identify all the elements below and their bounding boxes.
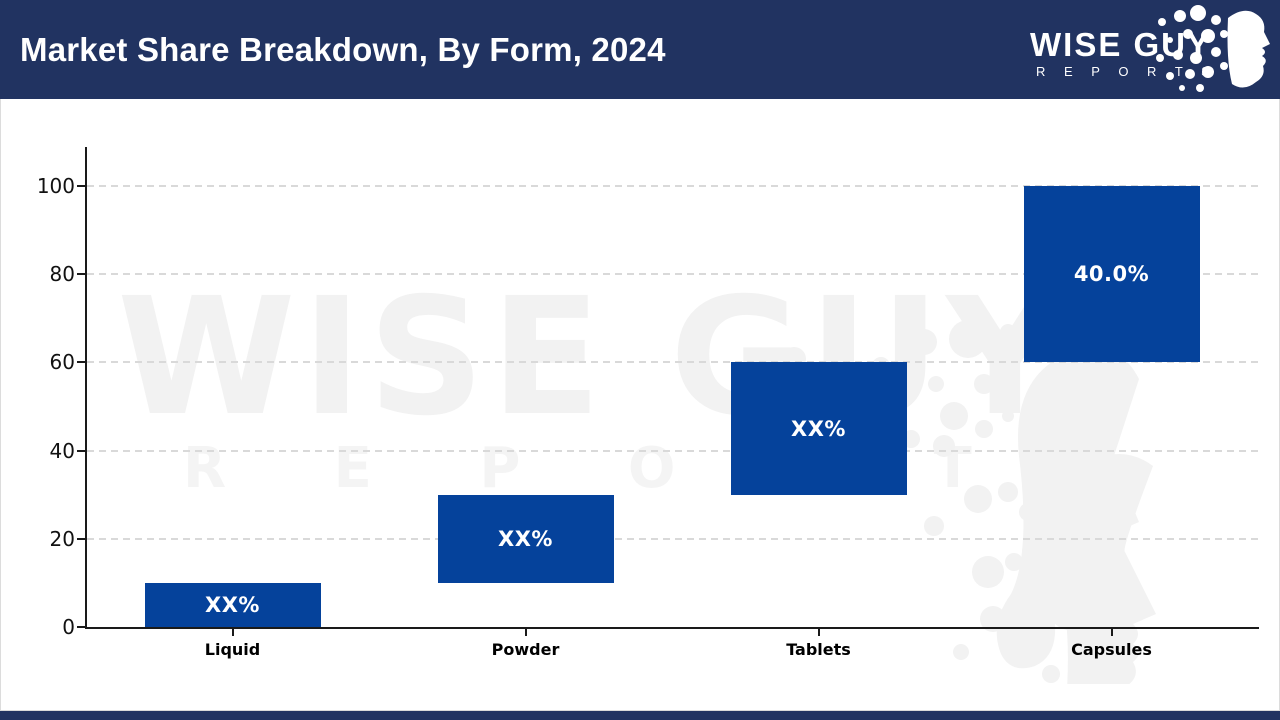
bar-powder: XX% — [437, 494, 614, 583]
x-axis-category-label: Tablets — [786, 640, 851, 659]
x-axis-category-label: Powder — [491, 640, 560, 659]
footer-bar — [0, 710, 1280, 720]
y-axis-tick-label: 40 — [49, 438, 75, 463]
y-axis-tick-label: 20 — [49, 526, 75, 551]
y-axis-tick-mark — [77, 626, 86, 628]
gridline-y100 — [87, 185, 1258, 187]
x-axis-tick-mark — [524, 629, 527, 636]
y-axis-tick-mark — [77, 361, 86, 364]
bar-liquid: XX% — [144, 582, 321, 627]
y-axis-tick-label: 60 — [49, 350, 75, 375]
bar-capsules: 40.0% — [1023, 186, 1200, 363]
gridline-y20 — [87, 537, 1258, 540]
y-axis-tick-label: 100 — [36, 174, 75, 198]
x-axis-line — [85, 627, 1259, 629]
x-axis-category-label: Capsules — [1071, 640, 1152, 659]
bar-value-label: 40.0% — [1073, 262, 1150, 287]
y-axis-line — [85, 147, 87, 629]
x-axis-tick-mark — [1110, 629, 1113, 636]
y-axis-tick-mark — [77, 185, 86, 187]
x-axis-tick-mark — [231, 629, 234, 636]
bar-value-label: XX% — [791, 416, 846, 441]
bar-tablets: XX% — [730, 362, 907, 495]
x-axis-tick-mark — [817, 629, 820, 636]
y-axis-tick-mark — [77, 449, 86, 452]
y-axis-tick-mark — [77, 537, 86, 540]
header-bar: Market Share Breakdown, By Form, 2024 WI… — [0, 0, 1280, 99]
chart-plot-area: WISE GUY R E P O R T S 0 20 40 60 80 100 XX% Li… — [0, 99, 1280, 710]
page-title: Market Share Breakdown, By Form, 2024 — [20, 30, 666, 68]
logo-head-dots-icon — [1156, 5, 1270, 92]
bar-value-label: XX% — [205, 592, 260, 617]
y-axis-tick-mark — [77, 273, 86, 276]
bar-value-label: XX% — [498, 526, 553, 551]
wise-guy-reports-logo: WISE GUY R E P O R T S — [1022, 0, 1272, 99]
x-axis-category-label: Liquid — [204, 640, 261, 659]
gridline-y80 — [87, 273, 1258, 276]
gridline-y40 — [87, 449, 1258, 452]
gridline-y60 — [87, 361, 1258, 364]
y-axis-tick-label: 0 — [62, 615, 75, 639]
y-axis-tick-label: 80 — [49, 262, 75, 287]
